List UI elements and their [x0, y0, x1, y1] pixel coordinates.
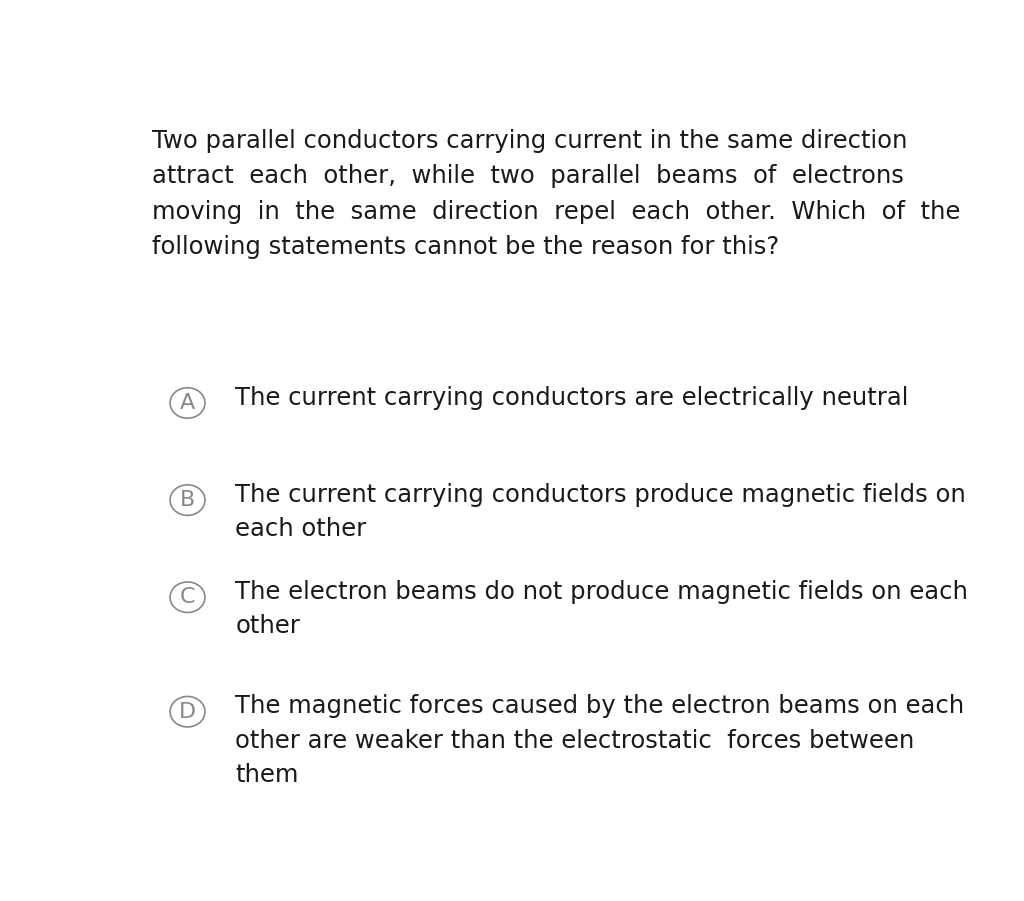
Text: The current carrying conductors are electrically neutral: The current carrying conductors are elec… [236, 386, 908, 410]
Text: The electron beams do not produce magnetic fields on each
other: The electron beams do not produce magnet… [236, 580, 968, 638]
Text: A: A [180, 393, 196, 413]
Text: B: B [180, 490, 196, 510]
Text: The current carrying conductors produce magnetic fields on
each other: The current carrying conductors produce … [236, 483, 966, 542]
Text: The magnetic forces caused by the electron beams on each
other are weaker than t: The magnetic forces caused by the electr… [236, 695, 965, 787]
Text: C: C [180, 587, 196, 607]
Text: D: D [179, 702, 196, 722]
Text: Two parallel conductors carrying current in the same direction
attract  each  ot: Two parallel conductors carrying current… [152, 129, 961, 259]
